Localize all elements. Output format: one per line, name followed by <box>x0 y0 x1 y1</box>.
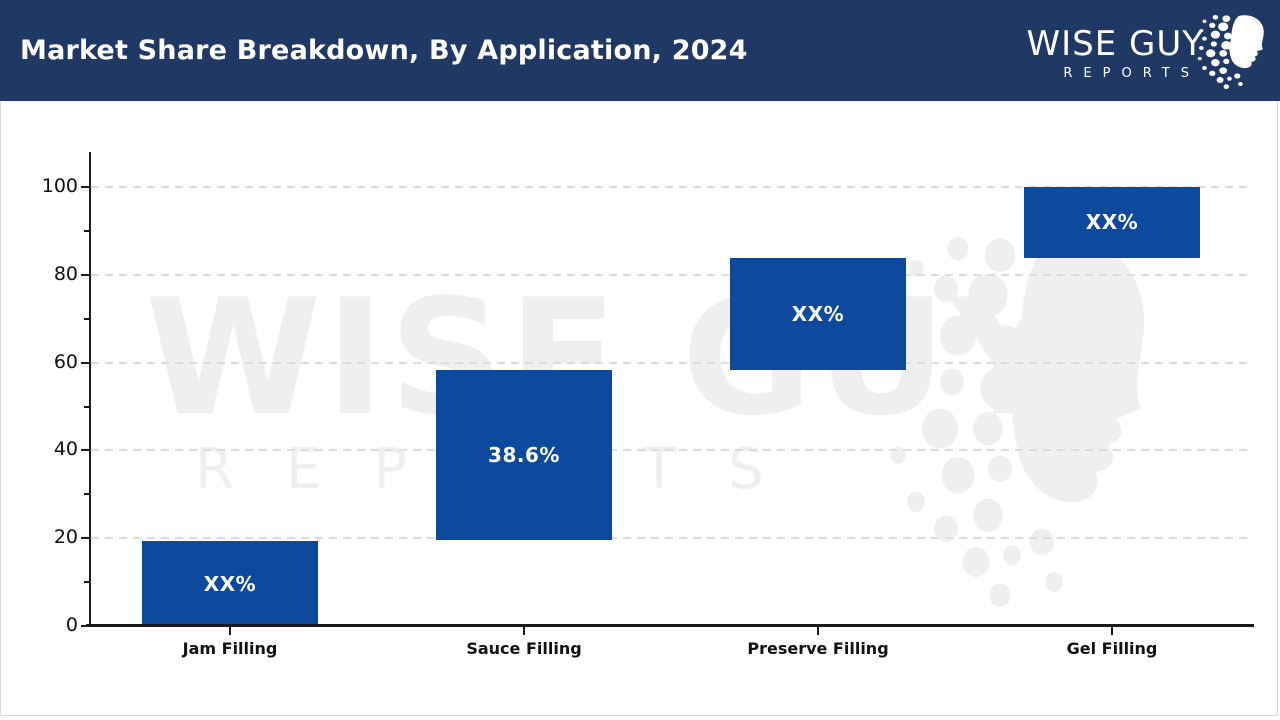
gridline-40 <box>91 449 1253 452</box>
brand-logo: WISE GUY REPORTS <box>1015 4 1270 96</box>
y-major-tick <box>81 449 90 452</box>
x-tick <box>523 627 525 635</box>
x-tick <box>817 627 819 635</box>
y-major-tick <box>81 186 90 188</box>
y-tick-label: 0 <box>65 614 78 636</box>
x-axis-spine <box>86 624 1254 627</box>
page-title: Market Share Breakdown, By Application, … <box>20 35 748 66</box>
y-minor-tick <box>84 405 90 408</box>
y-minor-tick <box>84 317 90 320</box>
bar-preserve-filling: XX% <box>730 257 906 371</box>
logo-wordmark: WISE GUY <box>1026 24 1204 64</box>
x-tick <box>1111 627 1113 635</box>
bar-value-label: 38.6% <box>488 442 560 467</box>
gridline-80 <box>91 273 1253 276</box>
y-tick-label: 60 <box>53 350 78 373</box>
x-category-label-preserve-filling: Preserve Filling <box>747 639 889 658</box>
bar-value-label: XX% <box>791 301 845 326</box>
y-minor-tick <box>84 493 90 496</box>
logo-subtext: REPORTS <box>1063 66 1200 81</box>
y-tick-label: 100 <box>41 175 78 197</box>
y-major-tick <box>81 537 90 540</box>
y-tick-label: 20 <box>53 526 78 549</box>
header-bar: Market Share Breakdown, By Application, … <box>0 0 1280 101</box>
x-category-label-gel-filling: Gel Filling <box>1066 639 1158 658</box>
bar-value-label: XX% <box>1085 210 1139 235</box>
bar-gel-filling: XX% <box>1024 187 1200 258</box>
y-major-tick <box>81 625 90 627</box>
head-dots-icon <box>1192 12 1270 92</box>
gridline-20 <box>91 537 1253 540</box>
y-tick-label: 80 <box>53 262 78 285</box>
y-major-tick <box>81 273 90 276</box>
gridline-60 <box>91 361 1253 364</box>
y-minor-tick <box>84 229 90 232</box>
bar-sauce-filling: 38.6% <box>436 370 612 540</box>
y-major-tick <box>81 361 90 364</box>
bar-jam-filling: XX% <box>142 541 318 626</box>
x-tick <box>229 627 231 635</box>
gridline-100 <box>91 186 1253 188</box>
x-category-label-sauce-filling: Sauce Filling <box>466 639 582 658</box>
y-minor-tick <box>84 581 90 584</box>
bar-value-label: XX% <box>203 571 257 596</box>
x-category-label-jam-filling: Jam Filling <box>182 639 278 658</box>
y-axis-spine <box>89 152 91 627</box>
y-tick-label: 40 <box>53 438 78 461</box>
